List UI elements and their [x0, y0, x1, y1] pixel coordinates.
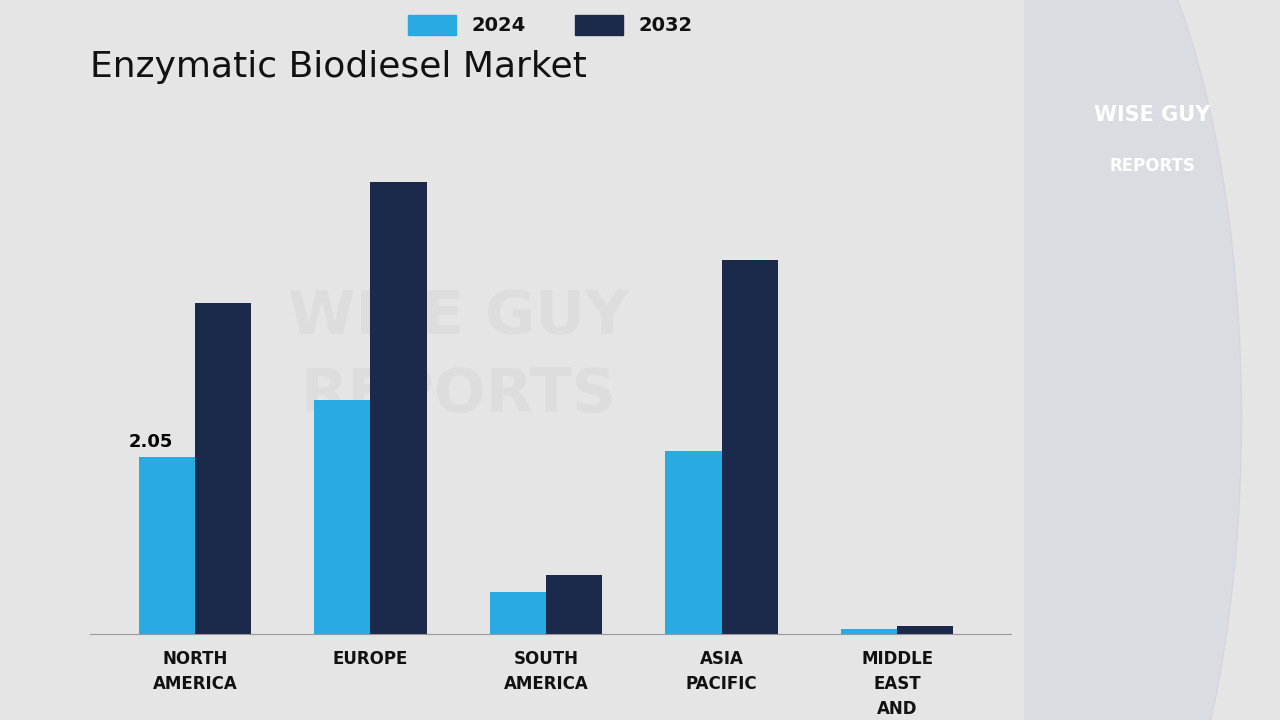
Bar — [666, 451, 722, 634]
Circle shape — [832, 0, 1242, 720]
Text: REPORTS: REPORTS — [1108, 157, 1196, 175]
Text: WISE GUY: WISE GUY — [1094, 105, 1210, 125]
Bar — [195, 302, 251, 634]
Bar — [138, 457, 195, 634]
Text: WISE GUY
REPORTS: WISE GUY REPORTS — [288, 288, 628, 425]
Bar — [370, 182, 426, 634]
Bar — [722, 260, 778, 634]
Bar — [841, 629, 897, 634]
Text: 2.05: 2.05 — [128, 433, 173, 451]
Text: Enzymatic Biodiesel Market: Enzymatic Biodiesel Market — [90, 50, 586, 84]
Bar — [897, 626, 954, 634]
Bar — [315, 400, 370, 634]
Bar — [547, 575, 602, 634]
Legend: 2024, 2032: 2024, 2032 — [408, 14, 692, 35]
Bar — [490, 593, 547, 634]
